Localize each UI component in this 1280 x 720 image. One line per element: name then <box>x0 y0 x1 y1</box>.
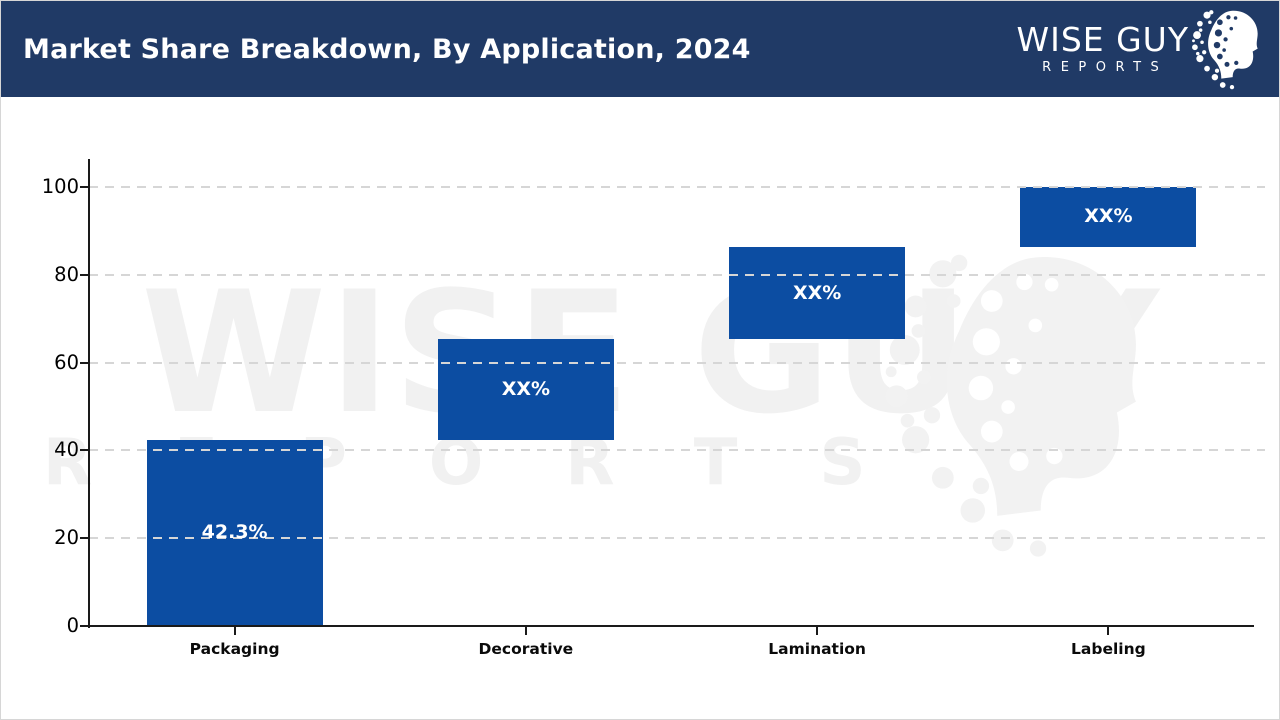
gridline-80 <box>89 273 1265 276</box>
y-tick-60 <box>80 361 89 364</box>
x-axis-line <box>88 625 1254 627</box>
x-tick-decorative <box>524 627 527 635</box>
x-tick-label-labeling: Labeling <box>1071 640 1146 658</box>
brand-logo: WISE GUY REPORTS <box>1016 8 1263 90</box>
brand-logo-text: WISE GUY REPORTS <box>1016 23 1189 75</box>
bar-value-label-decorative: XX% <box>501 377 551 400</box>
y-tick-100 <box>80 186 89 188</box>
x-tick-lamination <box>816 627 819 635</box>
brand-head-icon <box>1191 8 1263 90</box>
bar-lamination <box>729 246 906 339</box>
y-tick-label-100: 100 <box>41 175 79 198</box>
y-axis-line <box>88 159 90 628</box>
y-tick-80 <box>80 273 89 276</box>
x-tick-packaging <box>233 627 236 635</box>
bar-packaging <box>146 440 323 626</box>
brand-name: WISE GUY <box>1016 20 1189 59</box>
y-tick-40 <box>80 449 89 452</box>
gridline-100 <box>89 186 1265 188</box>
header-bar: Market Share Breakdown, By Application, … <box>1 1 1279 97</box>
y-tick-label-0: 0 <box>66 614 79 637</box>
y-tick-label-40: 40 <box>54 438 79 462</box>
bar-value-label-lamination: XX% <box>792 281 842 304</box>
chart-title: Market Share Breakdown, By Application, … <box>23 33 751 65</box>
bar-value-label-packaging: 42.3% <box>201 521 268 544</box>
y-tick-label-80: 80 <box>54 262 79 286</box>
brand-subtitle: REPORTS <box>1042 60 1169 75</box>
gridline-40 <box>89 449 1265 452</box>
x-tick-label-lamination: Lamination <box>768 640 866 658</box>
x-tick-labeling <box>1107 627 1110 635</box>
x-tick-label-decorative: Decorative <box>478 640 574 658</box>
y-tick-label-60: 60 <box>54 350 79 374</box>
bar-decorative <box>437 338 614 441</box>
y-tick-20 <box>80 537 89 540</box>
x-tick-label-packaging: Packaging <box>189 640 280 658</box>
y-tick-label-20: 20 <box>54 526 79 550</box>
bar-value-label-labeling: XX% <box>1084 205 1133 227</box>
gridline-60 <box>89 361 1265 364</box>
y-tick-0 <box>80 625 89 627</box>
gridline-20 <box>89 537 1265 540</box>
bar-labeling <box>1020 187 1197 247</box>
